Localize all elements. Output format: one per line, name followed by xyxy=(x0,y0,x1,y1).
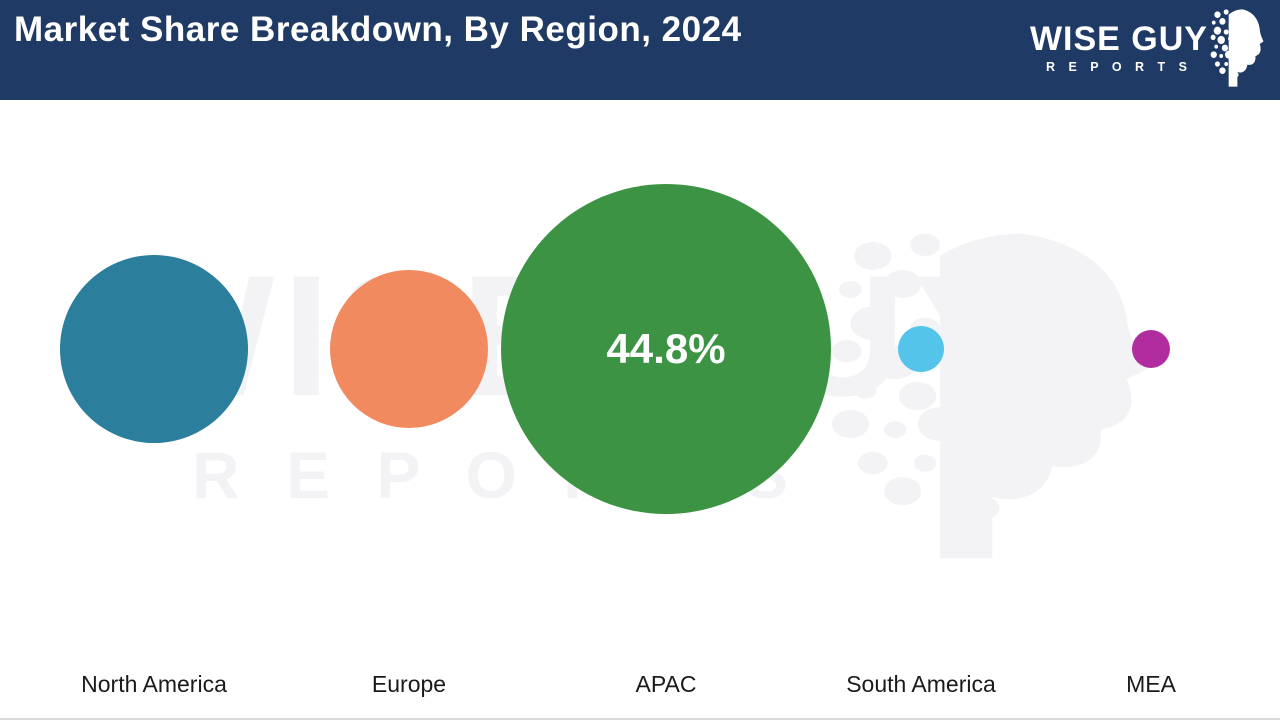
brand-logo: WISE GUY R E P O R T S xyxy=(1030,8,1266,88)
category-label-europe: Europe xyxy=(371,671,447,697)
header-bar: Market Share Breakdown, By Region, 2024 … xyxy=(0,0,1280,100)
bubble-europe[interactable] xyxy=(330,270,488,428)
bubble-apac[interactable]: 44.8% xyxy=(501,184,831,514)
bubble-mea[interactable] xyxy=(1132,330,1170,368)
watermark-head-icon xyxy=(831,233,1150,559)
category-label-north-america: North America xyxy=(81,671,227,697)
bubble-south-america[interactable] xyxy=(898,326,944,372)
brand-name: WISE GUY xyxy=(1029,20,1208,59)
brand-logo-text: WISE GUY R E P O R T S xyxy=(1029,20,1208,74)
bubble-north-america[interactable] xyxy=(60,255,248,443)
category-label-mea: MEA xyxy=(1126,671,1176,697)
brand-head-icon xyxy=(1210,9,1264,87)
brand-subtitle: R E P O R T S xyxy=(1045,59,1192,74)
page-title: Market Share Breakdown, By Region, 2024 xyxy=(14,10,742,49)
category-label-south-america: South America xyxy=(846,671,996,697)
bubble-value-label: 44.8% xyxy=(606,325,726,372)
category-label-apac: APAC xyxy=(635,671,697,697)
